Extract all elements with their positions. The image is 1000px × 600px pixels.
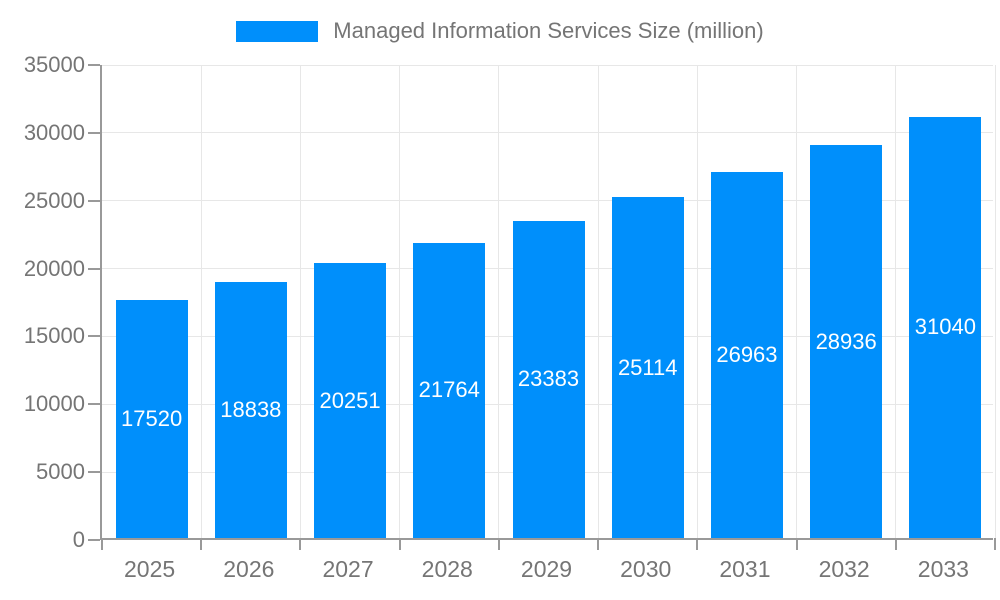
x-axis-label: 2029 xyxy=(520,556,573,582)
x-axis-label: 2030 xyxy=(620,556,672,582)
bar-value-label: 31040 xyxy=(914,314,976,340)
x-axis-tick xyxy=(696,538,699,550)
bar-2029[interactable]: 23383 xyxy=(512,220,585,538)
bar-2028[interactable]: 21764 xyxy=(413,242,486,538)
x-gridline xyxy=(498,65,500,538)
legend-label: Managed Information Services Size (milli… xyxy=(333,18,764,43)
y-axis-label: 5000 xyxy=(36,459,85,485)
y-axis-tick xyxy=(88,267,100,270)
plot-area: 17520 18838 20251 21764 23383 25114 26963 28936… xyxy=(88,64,996,550)
y-axis-label: 15000 xyxy=(23,323,85,349)
bar-2032[interactable]: 28936 xyxy=(810,145,883,538)
x-gridline xyxy=(994,65,996,538)
x-axis-tick xyxy=(497,538,500,550)
x-axis-label: 2028 xyxy=(421,556,473,582)
x-axis-tick xyxy=(795,538,798,550)
x-gridline xyxy=(895,65,897,538)
x-axis-label: 2033 xyxy=(917,556,969,582)
y-axis-tick xyxy=(88,131,100,134)
x-axis-tick xyxy=(200,538,203,550)
bar-value-label: 18838 xyxy=(220,397,282,423)
bar-value-label: 25114 xyxy=(617,354,678,380)
x-axis-tick xyxy=(398,538,401,550)
bar-value-label: 23383 xyxy=(517,366,580,392)
bar-2031[interactable]: 26963 xyxy=(710,172,783,538)
y-axis-tick xyxy=(88,64,100,66)
bar-2033[interactable]: 31040 xyxy=(909,116,982,538)
y-gridline xyxy=(102,64,993,66)
bar-value-label: 17520 xyxy=(121,406,183,432)
bar-2030[interactable]: 25114 xyxy=(611,197,684,538)
bar-value-label: 20251 xyxy=(319,387,381,413)
legend-item[interactable]: Managed Information Services Size (milli… xyxy=(0,18,1000,44)
x-gridline xyxy=(696,65,698,538)
x-gridline xyxy=(200,65,202,538)
y-axis-label: 10000 xyxy=(23,391,85,417)
bar-value-label: 21764 xyxy=(418,377,480,403)
y-axis-tick xyxy=(88,539,100,541)
y-axis-tick xyxy=(88,199,100,202)
legend-swatch-icon xyxy=(236,20,319,42)
x-gridline xyxy=(796,65,798,538)
x-axis-label: 2027 xyxy=(322,556,374,582)
y-axis-tick xyxy=(88,335,100,338)
x-axis-tick xyxy=(894,538,897,550)
y-axis-label: 20000 xyxy=(23,255,85,281)
y-gridline xyxy=(102,200,993,202)
x-gridline xyxy=(399,65,401,538)
bar-2026[interactable]: 18838 xyxy=(214,282,287,538)
bar-2027[interactable]: 20251 xyxy=(314,263,387,538)
y-axis-tick xyxy=(88,403,100,406)
bar-2025[interactable]: 17520 xyxy=(115,300,188,538)
bar-value-label: 26963 xyxy=(716,342,778,368)
x-axis-tick xyxy=(101,538,103,550)
x-axis-label: 2031 xyxy=(719,556,771,582)
bar-value-label: 28936 xyxy=(815,328,877,354)
y-axis-label: 0 xyxy=(72,527,85,552)
y-axis-tick xyxy=(88,471,100,474)
x-axis-tick xyxy=(299,538,302,550)
x-axis-label: 2025 xyxy=(124,556,176,582)
x-axis-label: 2026 xyxy=(223,556,275,582)
y-axis-label: 35000 xyxy=(23,52,85,77)
x-gridline xyxy=(597,65,599,538)
x-axis-label: 2032 xyxy=(818,556,870,582)
y-axis-label: 30000 xyxy=(23,119,85,145)
y-gridline xyxy=(102,132,993,134)
x-gridline xyxy=(299,65,301,538)
x-axis-tick xyxy=(994,538,996,550)
y-axis-label: 25000 xyxy=(23,187,85,213)
x-axis-tick xyxy=(597,538,600,550)
